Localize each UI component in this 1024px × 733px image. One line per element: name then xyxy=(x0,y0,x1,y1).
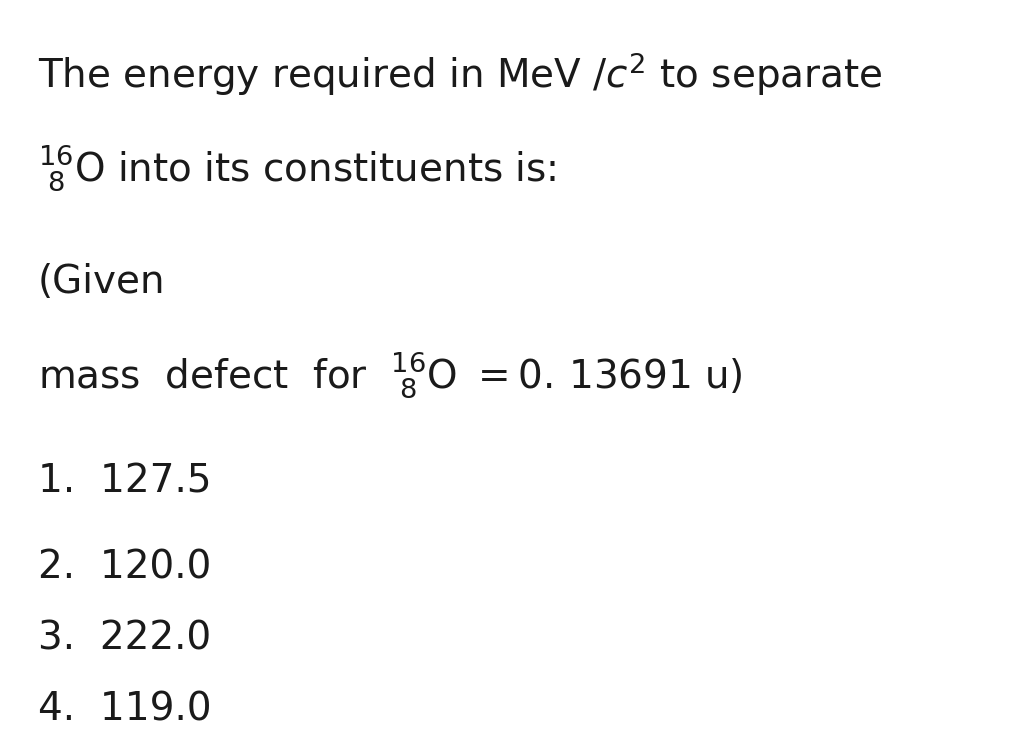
Text: The energy required in MeV $/c^2$ to separate: The energy required in MeV $/c^2$ to sep… xyxy=(38,50,882,97)
Text: 2.  120.0: 2. 120.0 xyxy=(38,548,211,586)
Text: 3.  222.0: 3. 222.0 xyxy=(38,619,211,658)
Text: $^{16}_{\ 8}$O into its constituents is:: $^{16}_{\ 8}$O into its constituents is: xyxy=(38,142,556,194)
Text: 4.  119.0: 4. 119.0 xyxy=(38,690,211,729)
Text: (Given: (Given xyxy=(38,263,165,301)
Text: 1.  127.5: 1. 127.5 xyxy=(38,463,211,501)
Text: mass  defect  for  $^{16}_{\ 8}$O $= 0.\,13691$ u): mass defect for $^{16}_{\ 8}$O $= 0.\,13… xyxy=(38,349,742,399)
